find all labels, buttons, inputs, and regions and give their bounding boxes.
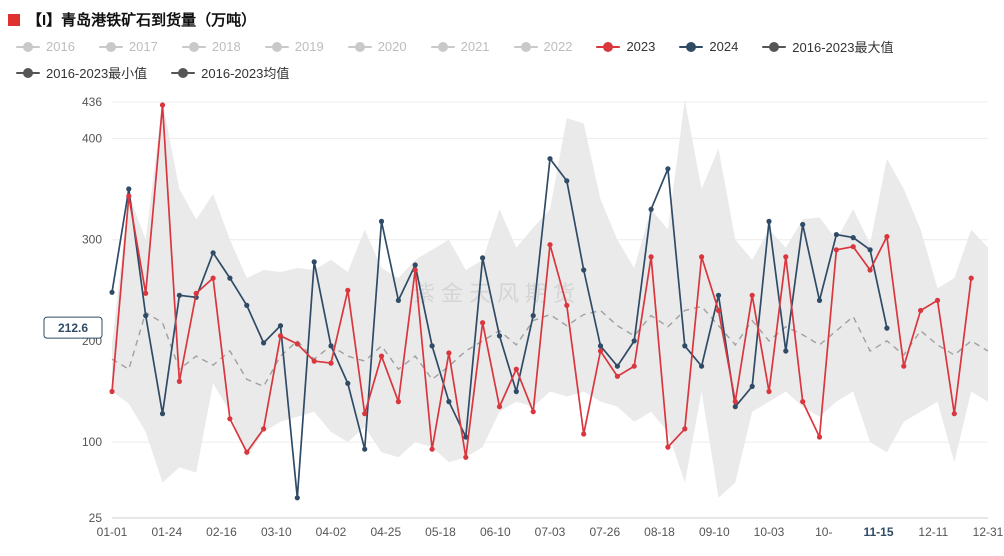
svg-text:01-24: 01-24 <box>151 525 182 539</box>
legend-row-2: 2016-2023最小值 2016-2023均值 <box>0 63 1004 82</box>
svg-text:10-: 10- <box>815 525 832 539</box>
legend-marker-icon <box>98 41 123 52</box>
legend-label: 2016-2023最小值 <box>46 66 148 81</box>
legend-item-2016-2023最小值[interactable]: 2016-2023最小值 <box>16 63 147 82</box>
legend-label: 2021 <box>460 39 490 54</box>
legend-marker-icon <box>264 41 289 52</box>
legend-label: 2016-2023最大值 <box>792 40 894 55</box>
svg-text:11-15: 11-15 <box>863 525 893 539</box>
svg-text:02-16: 02-16 <box>206 525 237 539</box>
svg-text:06-10: 06-10 <box>480 525 511 539</box>
legend-item-2016-2023均值[interactable]: 2016-2023均值 <box>171 63 289 82</box>
svg-text:03-10: 03-10 <box>261 525 292 539</box>
svg-text:12-11: 12-11 <box>918 525 948 539</box>
legend-label: 2020 <box>377 39 407 54</box>
svg-text:07-03: 07-03 <box>535 525 566 539</box>
legend-marker-icon <box>596 41 621 52</box>
legend-label: 2019 <box>294 39 324 54</box>
legend-marker-icon <box>347 41 372 52</box>
legend-marker-icon <box>762 41 787 52</box>
legend-label: 2024 <box>709 39 739 54</box>
svg-text:09-10: 09-10 <box>699 525 730 539</box>
legend-marker-icon <box>430 41 455 52</box>
legend-item-2023[interactable]: 2023 <box>596 39 655 54</box>
svg-text:400: 400 <box>82 131 102 145</box>
svg-text:05-18: 05-18 <box>425 525 456 539</box>
svg-text:12-31: 12-31 <box>973 525 1004 539</box>
legend-marker-icon <box>513 41 538 52</box>
svg-text:04-02: 04-02 <box>316 525 347 539</box>
legend-item-2017[interactable]: 2017 <box>98 39 158 54</box>
legend-label: 2016-2023均值 <box>201 66 290 81</box>
legend-marker-icon <box>16 41 40 52</box>
svg-text:436: 436 <box>82 95 102 109</box>
svg-text:100: 100 <box>82 435 102 449</box>
svg-text:08-18: 08-18 <box>644 525 675 539</box>
svg-text:04-25: 04-25 <box>370 525 401 539</box>
svg-text:10-03: 10-03 <box>754 525 785 539</box>
legend-item-2016[interactable]: 2016 <box>16 39 75 54</box>
svg-text:紫金天风期货: 紫金天风期货 <box>413 281 581 306</box>
svg-text:07-26: 07-26 <box>589 525 620 539</box>
legend-item-2016-2023最大值[interactable]: 2016-2023最大值 <box>762 37 893 56</box>
svg-text:212.6: 212.6 <box>58 321 88 335</box>
legend-item-2022[interactable]: 2022 <box>513 39 573 54</box>
legend-item-2019[interactable]: 2019 <box>264 39 324 54</box>
page-title: 【I】青岛港铁矿石到货量（万吨） <box>27 12 257 29</box>
legend-label: 2018 <box>211 39 241 54</box>
legend-row-1: 2016 2017 2018 2019 2020 2021 2022 2023 2024 2016… <box>0 37 1004 56</box>
legend-marker-icon <box>171 67 196 78</box>
chart-area: 紫金天风期货 25 100 200 300 400 436 01-01 01-24 02-16 03… <box>0 86 1004 555</box>
legend-item-2021[interactable]: 2021 <box>430 39 490 54</box>
svg-text:25: 25 <box>89 511 103 525</box>
legend-label: 2016 <box>46 39 75 54</box>
legend-item-2018[interactable]: 2018 <box>181 39 241 54</box>
legend-item-2020[interactable]: 2020 <box>347 39 407 54</box>
legend-label: 2022 <box>543 39 573 54</box>
legend-label: 2017 <box>128 39 158 54</box>
legend-marker-icon <box>679 41 704 52</box>
svg-text:300: 300 <box>82 233 102 247</box>
legend-marker-icon <box>16 67 40 78</box>
legend-marker-icon <box>181 41 206 52</box>
title-bullet-icon <box>8 13 20 26</box>
svg-text:01-01: 01-01 <box>97 525 128 539</box>
legend-label: 2023 <box>626 39 656 54</box>
legend-item-2024[interactable]: 2024 <box>679 39 738 54</box>
chart-header: 【I】青岛港铁矿石到货量（万吨） <box>0 0 1004 30</box>
